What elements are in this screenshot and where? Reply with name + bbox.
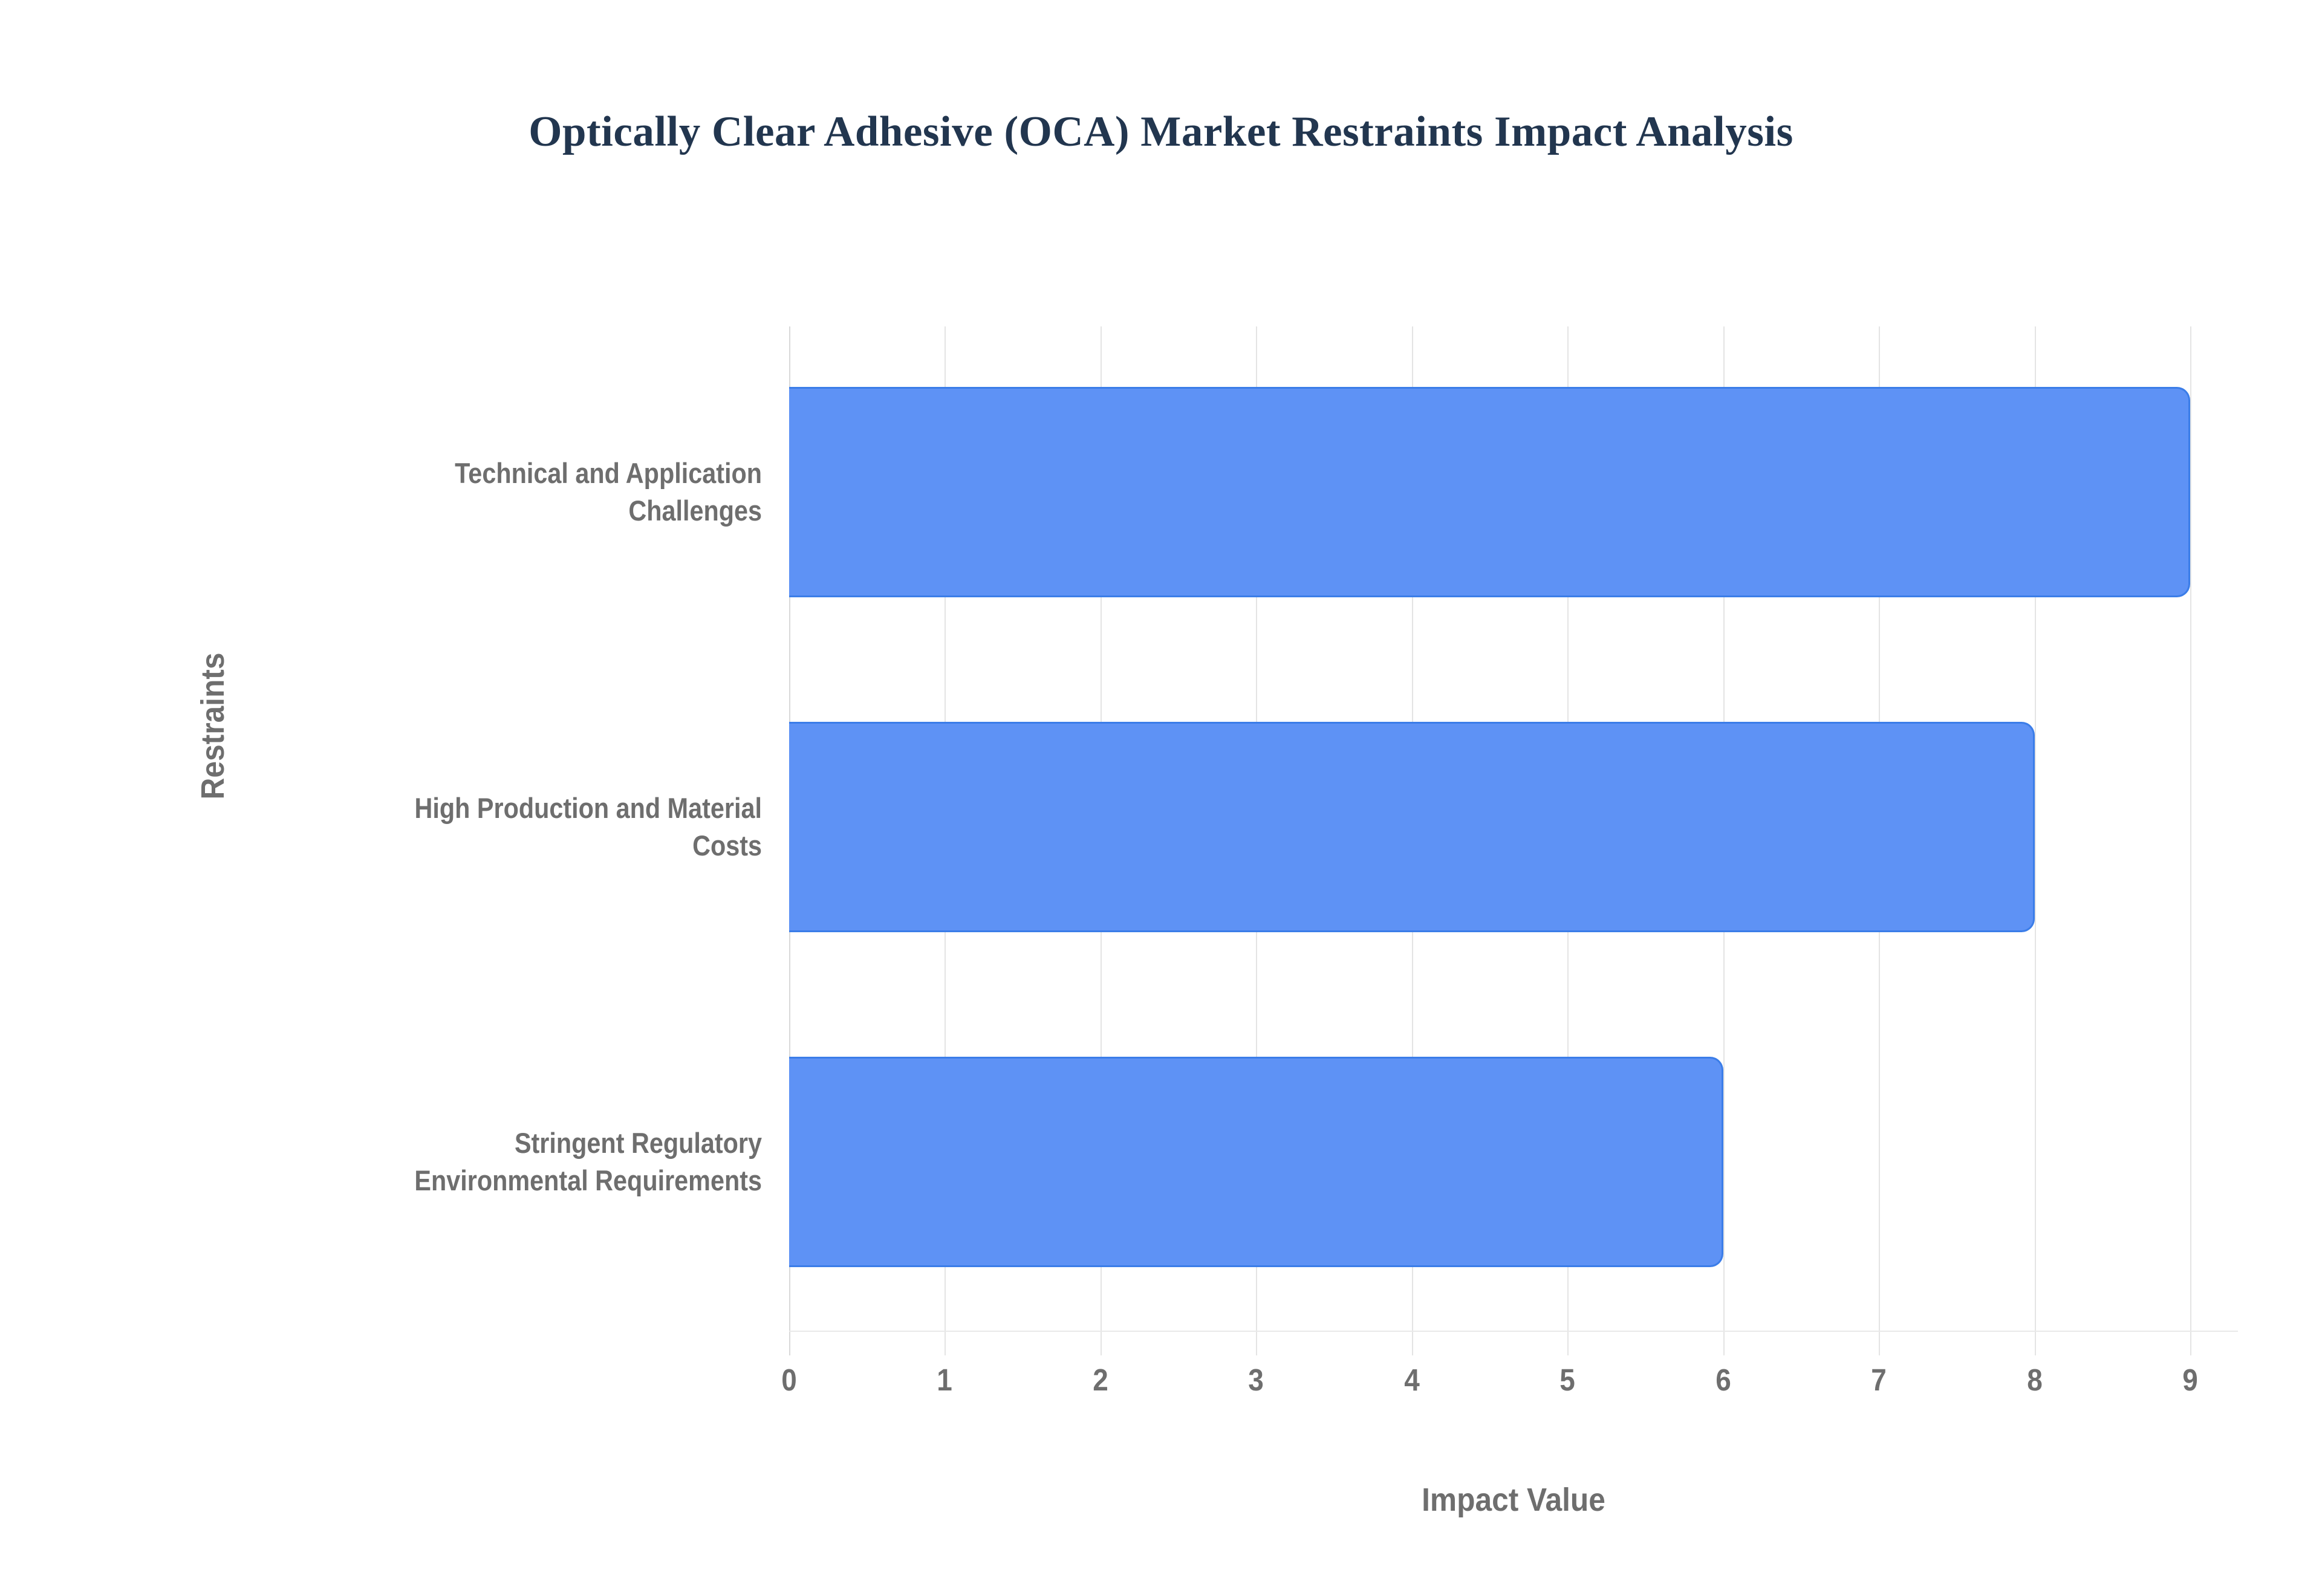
x-axis-title: Impact Value (1422, 1482, 1605, 1518)
x-axis-tick-label: 8 (2026, 1363, 2043, 1397)
y-axis-tick-label: Technical and Application Challenges (91, 455, 762, 530)
x-axis-tick-label: 7 (1871, 1363, 1887, 1397)
y-axis-tick-label: Stringent Regulatory Environmental Requir… (91, 1124, 762, 1199)
x-axis-tick-label: 0 (781, 1363, 797, 1397)
gridline-9 (2190, 326, 2191, 1355)
y-axis-tick-label-line: Challenges (628, 495, 762, 527)
x-axis-tick-label: 9 (2182, 1363, 2198, 1397)
y-axis-tick-label: High Production and Material Costs (91, 790, 762, 864)
bar[interactable] (789, 722, 2035, 932)
plot-area (789, 326, 2238, 1355)
bar[interactable] (789, 387, 2190, 597)
x-axis-tick-label: 2 (1093, 1363, 1108, 1397)
y-axis-tick-label-line: Environmental Requirements (414, 1164, 762, 1196)
gridline-8 (2034, 326, 2036, 1355)
bar[interactable] (789, 1057, 1723, 1267)
x-axis-tick-label: 4 (1403, 1363, 1420, 1397)
y-axis-tick-label-line: Costs (692, 829, 762, 861)
page-title: Optically Clear Adhesive (OCA) Market Re… (528, 108, 1794, 155)
x-axis-tick-label: 1 (937, 1363, 953, 1397)
y-axis-tick-label-line: High Production and Material (414, 792, 762, 824)
x-axis-tick-label: 3 (1248, 1363, 1264, 1397)
x-axis-tick-label: 6 (1715, 1363, 1731, 1397)
y-axis-tick-label-line: Technical and Application (455, 457, 762, 489)
x-axis-baseline (789, 1331, 2238, 1332)
y-axis-tick-label-line: Stringent Regulatory (514, 1127, 762, 1159)
x-axis-tick-label: 5 (1559, 1363, 1575, 1397)
